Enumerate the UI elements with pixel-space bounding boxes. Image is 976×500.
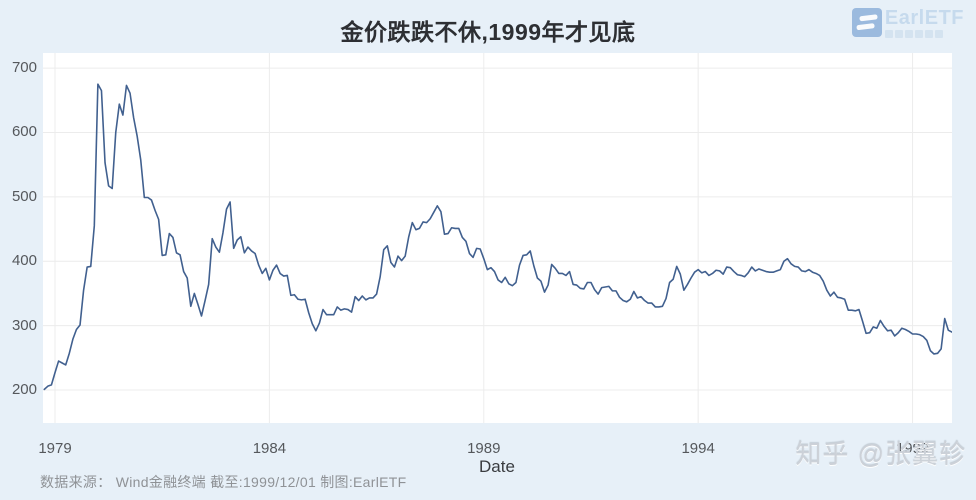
x-tick-label: 1999 xyxy=(895,440,930,457)
tagline-box xyxy=(884,30,893,38)
y-tick-label: 700 xyxy=(11,59,37,77)
zhihu-watermark: 知乎 @张翼轸 xyxy=(795,439,966,469)
x-tick-label: 1984 xyxy=(252,440,287,457)
brand-name: EarlETF xyxy=(884,7,964,29)
y-tick-label: 300 xyxy=(11,316,37,334)
plot-area xyxy=(43,53,952,423)
x-tick-label: 1989 xyxy=(467,440,501,457)
y-tick-label: 500 xyxy=(11,187,37,205)
brand-logo: EarlETF xyxy=(851,7,964,38)
tagline-box xyxy=(934,30,943,38)
chart-title: 金价跌跌不休,1999年才见底 xyxy=(340,19,636,45)
x-axis-title: Date xyxy=(479,457,515,476)
x-tick-label: 1994 xyxy=(681,440,715,457)
earletf-logo-icon xyxy=(851,8,882,37)
y-tick-label: 400 xyxy=(11,252,37,270)
y-tick-label: 600 xyxy=(11,123,37,141)
source-note: 数据来源： Wind金融终端 截至:1999/12/01 制图:EarlETF xyxy=(40,474,407,490)
tagline-box xyxy=(914,30,923,38)
brand-tagline-boxes xyxy=(884,30,943,38)
gold-price-series-line xyxy=(43,83,952,391)
tagline-box xyxy=(894,30,903,38)
horizontal-gridlines xyxy=(43,67,952,391)
x-tick-label: 1979 xyxy=(38,440,72,457)
y-tick-label: 200 xyxy=(11,381,37,399)
vertical-gridlines xyxy=(54,53,914,423)
gold-price-line-chart xyxy=(43,53,952,423)
tagline-box xyxy=(904,30,913,38)
tagline-box xyxy=(924,30,933,38)
